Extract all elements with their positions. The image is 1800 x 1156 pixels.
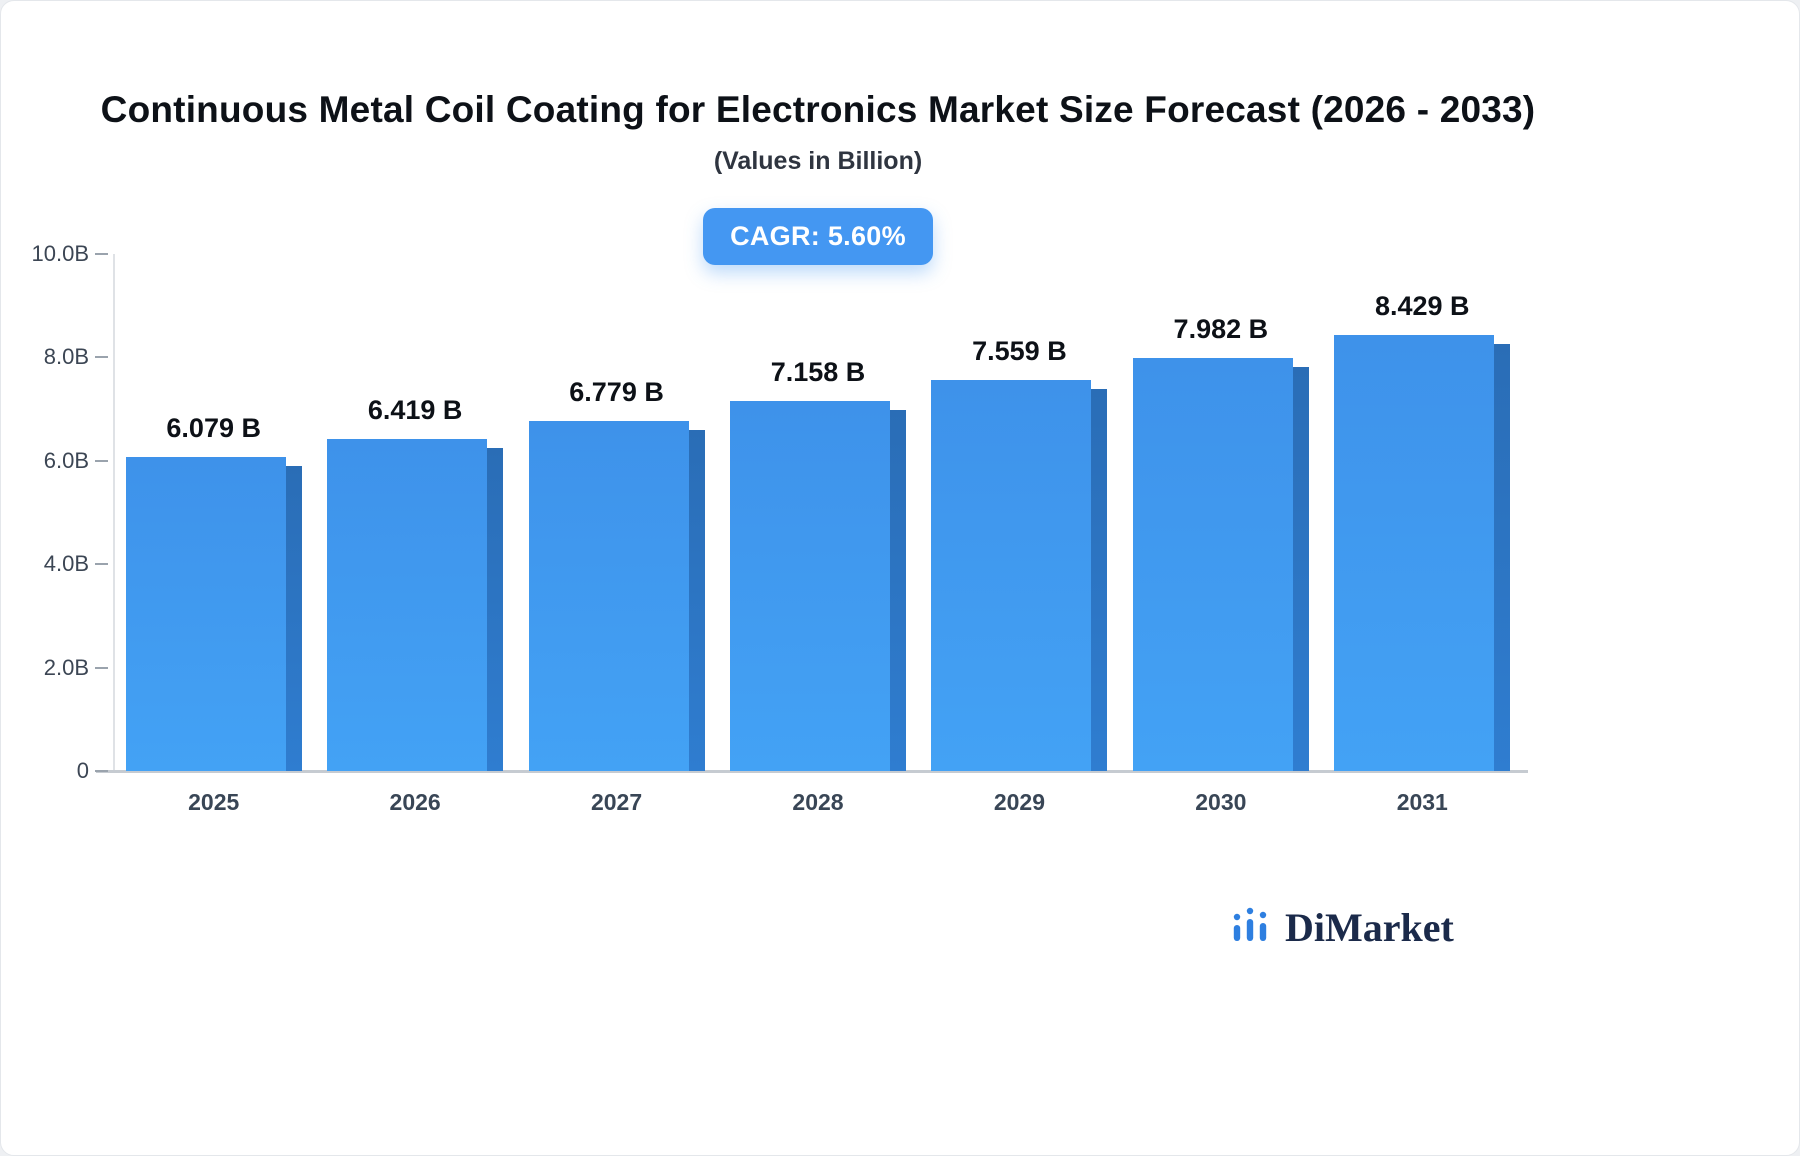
bar bbox=[1334, 335, 1495, 771]
x-tick-label: 2026 bbox=[389, 789, 441, 815]
y-tick-label: 4.0B bbox=[43, 551, 89, 577]
y-tick-label: 2.0B bbox=[43, 654, 89, 680]
bar-side-face bbox=[285, 465, 302, 771]
bar-side-face bbox=[487, 448, 504, 771]
bar-side-face bbox=[1292, 367, 1309, 771]
y-tick-label: 0 bbox=[76, 758, 89, 783]
x-tick-label: 2027 bbox=[590, 789, 643, 815]
bar-value-label: 8.429 B bbox=[1374, 291, 1470, 322]
y-tick-dash bbox=[95, 253, 108, 255]
y-tick-dash bbox=[95, 666, 108, 669]
bar bbox=[125, 456, 286, 771]
y-axis-line bbox=[113, 254, 115, 771]
bar bbox=[1132, 358, 1293, 771]
x-tick-label: 2028 bbox=[792, 789, 844, 815]
bar bbox=[528, 420, 689, 771]
dimarket-logo: DiMarket bbox=[1229, 903, 1454, 952]
bar-value-label: 6.779 B bbox=[569, 376, 664, 407]
bar-value-label: 7.982 B bbox=[1173, 314, 1269, 345]
y-tick-label: 6.0B bbox=[43, 447, 89, 473]
y-tick-dash bbox=[95, 356, 108, 359]
cagr-badge: CAGR: 5.60% bbox=[703, 208, 933, 265]
x-tick-label: 2029 bbox=[993, 789, 1045, 815]
bar-side-face bbox=[688, 429, 705, 771]
y-tick-dash bbox=[95, 459, 108, 462]
chart-header: Continuous Metal Coil Coating for Electr… bbox=[1, 89, 1635, 265]
bar-side-face bbox=[1494, 344, 1511, 771]
x-tick-label: 2031 bbox=[1396, 789, 1448, 815]
x-tick-label: 2025 bbox=[188, 789, 240, 815]
bar-value-label: 7.158 B bbox=[770, 356, 866, 387]
bar-side-face bbox=[890, 409, 906, 771]
y-tick-dash bbox=[95, 770, 108, 772]
y-tick-dash bbox=[95, 563, 108, 566]
bar bbox=[730, 400, 890, 771]
bar-value-label: 7.559 B bbox=[972, 336, 1067, 367]
dimarket-logo-text: DiMarket bbox=[1285, 905, 1454, 950]
dimarket-logo-icon bbox=[1229, 903, 1273, 952]
bar-value-label: 6.079 B bbox=[166, 412, 261, 443]
chart-title: Continuous Metal Coil Coating for Electr… bbox=[100, 89, 1536, 130]
x-tick-label: 2030 bbox=[1195, 789, 1247, 815]
y-tick-label: 8.0B bbox=[43, 344, 89, 370]
chart-subtitle: (Values in Billion) bbox=[713, 147, 923, 175]
x-axis-line bbox=[96, 770, 1528, 773]
bar bbox=[931, 380, 1092, 771]
bar-value-label: 6.419 B bbox=[367, 395, 463, 426]
bar bbox=[327, 439, 488, 771]
y-tick-label: 10.0B bbox=[31, 241, 90, 266]
bar-side-face bbox=[1091, 389, 1108, 771]
